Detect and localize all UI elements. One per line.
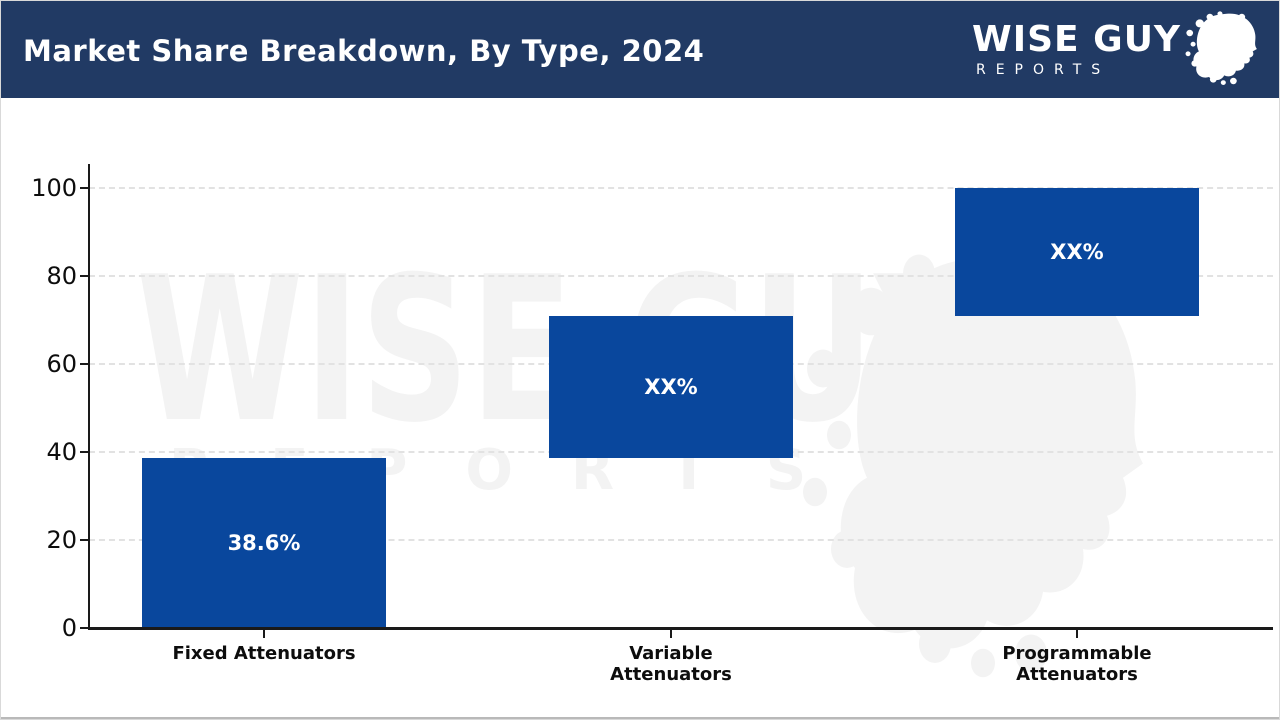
bar-value-label: 38.6%: [227, 531, 301, 556]
x-category-label: Fixed Attenuators: [134, 643, 394, 664]
y-tick: [80, 275, 89, 277]
y-tick: [80, 187, 89, 189]
x-tick: [1076, 629, 1078, 638]
x-category-label-line: Fixed Attenuators: [172, 643, 356, 664]
x-category-label-line: Variable: [629, 643, 713, 664]
y-axis-line: [88, 164, 90, 629]
logo-brand-sub: REPORTS: [975, 61, 1111, 78]
header-bar: Market Share Breakdown, By Type, 2024 WI…: [1, 1, 1279, 98]
y-tick-label: 100: [31, 174, 77, 202]
gridline: [89, 187, 1273, 189]
x-category-label: Variable Attenuators: [541, 643, 801, 685]
y-tick-label: 60: [46, 350, 77, 378]
bar-value-label: XX%: [1050, 239, 1104, 264]
x-category-label-line: Attenuators: [1016, 664, 1138, 685]
x-category-label-line: Attenuators: [610, 664, 732, 685]
gridline: [89, 275, 1273, 277]
x-category-label-line: Programmable: [1002, 643, 1152, 664]
logo-text: WISE GUY REPORTS: [971, 18, 1181, 79]
y-tick: [80, 363, 89, 365]
bar-value-label: XX%: [644, 374, 698, 399]
y-tick: [80, 627, 89, 629]
gridline: [89, 539, 1273, 541]
x-tick: [670, 629, 672, 638]
wise-guy-logo: WISE GUY REPORTS: [972, 9, 1267, 89]
logo-brand-name: WISE GUY: [971, 18, 1181, 60]
logo-face-icon: [1185, 11, 1257, 85]
chart-title: Market Share Breakdown, By Type, 2024: [23, 34, 705, 68]
x-axis-line: [88, 627, 1273, 630]
y-tick: [80, 451, 89, 453]
y-tick: [80, 539, 89, 541]
bar-segment: XX%: [955, 188, 1199, 316]
bar-segment: XX%: [549, 315, 793, 459]
y-tick-label: 0: [61, 614, 77, 642]
x-category-label: Programmable Attenuators: [947, 643, 1207, 685]
bar-segment: 38.6%: [142, 458, 386, 628]
y-tick-label: 20: [46, 526, 77, 554]
y-tick-label: 40: [46, 438, 77, 466]
x-tick: [263, 629, 265, 638]
bottom-rule: [1, 717, 1279, 719]
y-tick-label: 80: [46, 262, 77, 290]
